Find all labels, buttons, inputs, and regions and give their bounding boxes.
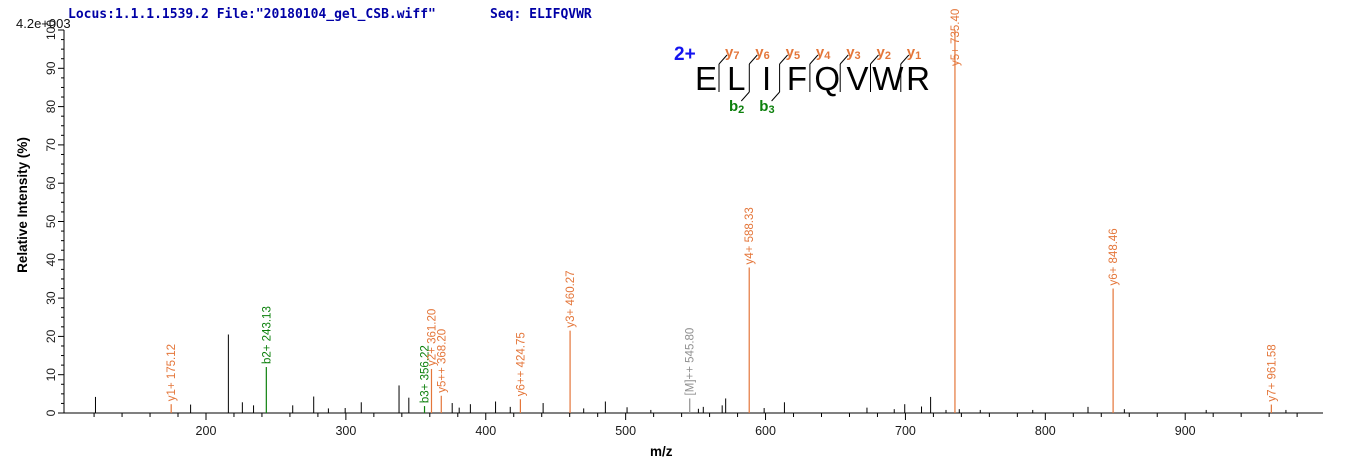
x-tick-label: 500 bbox=[615, 424, 636, 438]
peak-label: y5+ 735.40 bbox=[950, 9, 962, 66]
b-ion-flag bbox=[740, 91, 750, 102]
peak-label: y1+ 175.12 bbox=[166, 344, 178, 401]
y-ion-label: y5 bbox=[786, 44, 800, 62]
y-tick-label: 10 bbox=[44, 368, 58, 382]
y-tick-label: 70 bbox=[44, 138, 58, 152]
y-ion-label: y3 bbox=[846, 44, 860, 62]
base-peak-intensity-label: 4.2e+003 bbox=[16, 16, 71, 31]
x-tick-label: 700 bbox=[895, 424, 916, 438]
x-tick-label: 600 bbox=[755, 424, 776, 438]
residue-letter: W bbox=[872, 60, 904, 97]
y-tick-label: 20 bbox=[44, 329, 58, 343]
y-ion-flag bbox=[718, 54, 728, 65]
y-tick-label: 30 bbox=[44, 291, 58, 305]
b-ion-label: b3 bbox=[759, 98, 774, 116]
y-axis-title: Relative Intensity (%) bbox=[15, 137, 30, 273]
y-ion-label: y6 bbox=[755, 44, 769, 62]
peak-label: y2+ 361.20 bbox=[426, 309, 438, 366]
peak-label: y4+ 588.33 bbox=[744, 207, 756, 264]
sequence-header-label: Seq: ELIFQVWR bbox=[490, 7, 592, 22]
x-tick-label: 400 bbox=[475, 424, 496, 438]
peak-label: b3+ 356.22 bbox=[420, 345, 432, 403]
peak-label: b2+ 243.13 bbox=[261, 306, 273, 364]
peak-label: y7+ 961.58 bbox=[1266, 344, 1278, 401]
precursor-charge-label: 2+ bbox=[674, 44, 696, 65]
locus-file-label: Locus:1.1.1.1539.2 File:"20180104_gel_CS… bbox=[68, 7, 436, 22]
residue-letter: V bbox=[846, 60, 868, 97]
residue-letter: R bbox=[906, 60, 930, 97]
x-tick-label: 800 bbox=[1035, 424, 1056, 438]
y-tick-label: 60 bbox=[44, 176, 58, 190]
y-ion-flag bbox=[900, 54, 910, 65]
x-tick-label: 300 bbox=[335, 424, 356, 438]
x-tick-label: 900 bbox=[1175, 424, 1196, 438]
x-tick-label: 200 bbox=[196, 424, 217, 438]
y-tick-label: 90 bbox=[44, 61, 58, 75]
y-tick-label: 0 bbox=[44, 409, 58, 416]
y-ion-flag bbox=[748, 54, 758, 65]
residue-letter: F bbox=[787, 60, 807, 97]
residue-letter: I bbox=[762, 60, 771, 97]
peak-label: [M]++ 545.80 bbox=[685, 328, 697, 396]
residue-letter: Q bbox=[814, 60, 840, 97]
y-tick-label: 50 bbox=[44, 215, 58, 229]
y-tick-label: 40 bbox=[44, 253, 58, 267]
y-tick-label: 80 bbox=[44, 100, 58, 114]
residue-letter: L bbox=[727, 60, 745, 97]
y-ion-label: y7 bbox=[725, 44, 739, 62]
residue-letter: E bbox=[695, 60, 717, 97]
y-ion-flag bbox=[870, 54, 879, 65]
y-tick-label: 100 bbox=[44, 20, 58, 40]
y-ion-flag bbox=[779, 54, 788, 65]
peak-label: y6+ 848.46 bbox=[1108, 228, 1120, 285]
y-ion-label: y1 bbox=[907, 44, 921, 62]
y-ion-flag bbox=[839, 54, 849, 65]
y-ion-flag bbox=[809, 54, 819, 65]
b-ion-label: b2 bbox=[729, 98, 744, 116]
peak-label: y6++ 424.75 bbox=[515, 332, 527, 396]
peptide-fragment-map: 2+E L I F Q V W Ry7 y6 y5 y4 y3 y2 y1 b2 b3 bbox=[674, 44, 930, 116]
peak-label: y5++ 368.20 bbox=[436, 329, 448, 393]
y-ion-label: y2 bbox=[877, 44, 891, 62]
x-axis-title: m/z bbox=[650, 444, 673, 459]
b-ion-flag bbox=[771, 91, 780, 102]
peak-label: y3+ 460.27 bbox=[565, 270, 577, 327]
y-ion-label: y4 bbox=[816, 44, 831, 62]
